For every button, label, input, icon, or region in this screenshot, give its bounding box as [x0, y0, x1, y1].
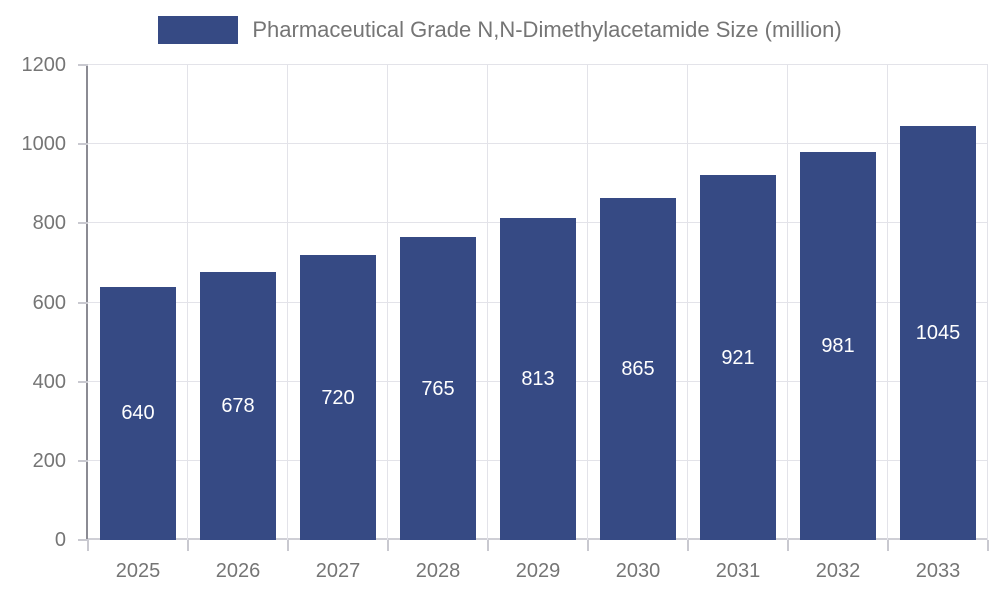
bar-2025[interactable]: 640	[100, 286, 176, 540]
x-axis-tick-label: 2026	[215, 560, 261, 582]
legend[interactable]: Pharmaceutical Grade N,N-Dimethylacetami…	[0, 14, 1000, 46]
legend-swatch	[158, 16, 239, 44]
bar-2027[interactable]: 720	[300, 255, 376, 540]
bar-2029[interactable]: 813	[500, 218, 576, 540]
bar-value-label: 720	[321, 386, 355, 409]
x-axis-tick	[887, 540, 889, 551]
bar-value-label: 813	[521, 368, 555, 391]
y-axis-tick-label: 0	[54, 529, 66, 551]
gridline-vertical	[287, 65, 288, 540]
y-axis-tick	[78, 64, 88, 66]
y-axis-tick	[78, 301, 88, 304]
gridline-vertical	[187, 65, 188, 540]
plot-area: 640 678 720 765 813 865 921 981 1045	[78, 64, 989, 551]
x-axis-tick	[787, 540, 789, 551]
y-axis-tick	[78, 222, 88, 225]
gridline-vertical	[987, 65, 988, 540]
x-axis-tick-label: 2033	[915, 560, 961, 582]
y-axis-tick-label: 800	[32, 212, 66, 235]
x-axis-tick	[587, 540, 589, 551]
x-axis-tick-label: 2032	[815, 560, 861, 582]
y-axis-tick	[78, 459, 88, 462]
x-axis-tick	[687, 540, 689, 551]
x-axis-tick-label: 2030	[615, 560, 661, 582]
x-axis-tick	[187, 540, 189, 551]
gridline-horizontal	[88, 64, 988, 65]
bar-2032[interactable]: 981	[800, 151, 876, 540]
bar-2030[interactable]: 865	[600, 197, 676, 540]
y-axis-tick	[78, 539, 88, 541]
y-axis-tick-label: 1000	[21, 133, 67, 156]
bar-value-label: 640	[121, 402, 155, 425]
legend-series-label: Pharmaceutical Grade N,N-Dimethylacetami…	[252, 17, 842, 42]
y-axis-tick-label: 1200	[21, 54, 67, 76]
bar-value-label: 981	[821, 334, 855, 357]
x-axis-tick	[487, 540, 489, 551]
gridline-vertical	[587, 65, 588, 540]
x-axis-tick-label: 2031	[715, 560, 761, 582]
y-axis-tick-label: 400	[32, 370, 66, 393]
gridline-vertical	[487, 65, 488, 540]
x-axis-tick-label: 2027	[315, 560, 361, 582]
x-axis-tick	[287, 540, 289, 551]
bar-2031[interactable]: 921	[700, 175, 776, 540]
y-axis-tick	[78, 143, 88, 146]
gridline-vertical	[787, 65, 788, 540]
x-axis-labels: 2025 2026 2027 2028 2029 2030 2031 2032 2033	[88, 550, 988, 586]
x-axis-tick	[87, 540, 89, 551]
y-axis-tick-label: 600	[32, 291, 66, 314]
gridline-vertical	[887, 65, 888, 540]
x-axis-tick-label: 2029	[515, 560, 561, 582]
bar-2028[interactable]: 765	[400, 237, 476, 540]
x-axis-tick-label: 2025	[115, 560, 161, 582]
gridline-horizontal	[88, 143, 988, 145]
bar-value-label: 678	[221, 394, 255, 417]
x-axis-tick	[987, 540, 989, 551]
gridline-vertical	[687, 65, 688, 540]
bar-2033[interactable]: 1045	[900, 126, 976, 540]
bar-2026[interactable]: 678	[200, 271, 276, 540]
bar-value-label: 765	[421, 377, 455, 400]
y-axis-tick-label: 200	[32, 449, 66, 472]
gridline-vertical	[387, 65, 388, 540]
x-axis-tick	[387, 540, 389, 551]
bar-value-label: 1045	[915, 322, 961, 345]
y-axis-tick	[78, 380, 88, 383]
bar-value-label: 921	[721, 346, 755, 369]
y-axis-labels: 0 200 400 600 800 1000 1200	[0, 54, 72, 551]
x-axis-tick-label: 2028	[415, 560, 461, 582]
bar-value-label: 865	[621, 357, 655, 380]
